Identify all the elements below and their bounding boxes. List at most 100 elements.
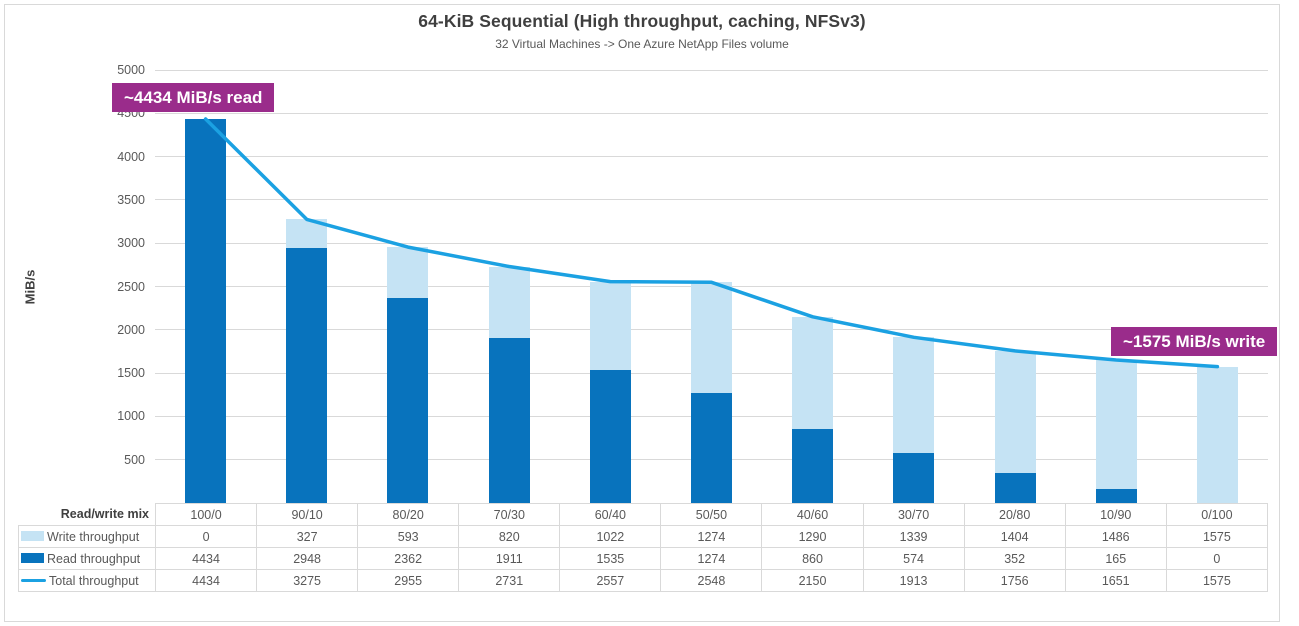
value-cell: 1404 bbox=[963, 525, 1066, 548]
value-cell: 1575 bbox=[1165, 569, 1269, 592]
gridline bbox=[155, 156, 1268, 158]
table-row-read-throughput: Read throughput 4434 2948 2362 1911 1535 1274 8… bbox=[18, 547, 1269, 570]
value-cell: 3275 bbox=[256, 569, 359, 592]
gridline bbox=[155, 112, 1268, 114]
value-cell: 1651 bbox=[1064, 569, 1167, 592]
total-throughput-line bbox=[203, 117, 1220, 369]
bar-stack-20/80 bbox=[994, 350, 1036, 503]
value-cell: 820 bbox=[458, 525, 561, 548]
write-bar-segment bbox=[1095, 360, 1137, 489]
category-cell: 90/10 bbox=[256, 503, 359, 526]
value-cell: 574 bbox=[862, 547, 965, 570]
total-line-path bbox=[203, 117, 1220, 369]
legend-cell-total-throughput: Total throughput bbox=[18, 569, 156, 592]
value-cell: 327 bbox=[256, 525, 359, 548]
read-bar-segment bbox=[387, 298, 429, 503]
category-cell: 10/90 bbox=[1064, 503, 1167, 526]
value-cell: 4434 bbox=[154, 547, 258, 570]
category-cell: 100/0 bbox=[154, 503, 258, 526]
category-cell: 0/100 bbox=[1165, 503, 1269, 526]
bar-stack-70/30 bbox=[488, 266, 530, 503]
value-cell: 165 bbox=[1064, 547, 1167, 570]
write-bar-segment bbox=[488, 266, 530, 338]
bar-stack-90/10 bbox=[286, 219, 328, 503]
value-cell: 2557 bbox=[559, 569, 662, 592]
value-cell: 2548 bbox=[660, 569, 763, 592]
value-cell: 2150 bbox=[761, 569, 864, 592]
bar-stack-30/70 bbox=[893, 337, 935, 503]
value-cell: 2731 bbox=[458, 569, 561, 592]
value-cell: 352 bbox=[963, 547, 1066, 570]
value-cell: 1274 bbox=[660, 547, 763, 570]
write-bar-segment bbox=[387, 247, 429, 299]
table-row-write-throughput: Write throughput 0 327 593 820 1022 1274 1290 13… bbox=[18, 525, 1269, 548]
read-bar-segment bbox=[691, 392, 732, 503]
y-axis-label: MiB/s bbox=[22, 269, 38, 305]
category-cell: 50/50 bbox=[660, 503, 763, 526]
value-cell: 1535 bbox=[559, 547, 662, 570]
read-bar-segment bbox=[185, 119, 227, 503]
value-cell: 2362 bbox=[357, 547, 460, 570]
category-cell: 20/80 bbox=[963, 503, 1066, 526]
read-bar-segment bbox=[1095, 488, 1137, 503]
value-cell: 2955 bbox=[357, 569, 460, 592]
bar-stack-50/50 bbox=[691, 282, 732, 503]
y-tick-label: 3000 bbox=[117, 236, 145, 251]
read-bar-segment bbox=[589, 370, 631, 503]
write-bar-segment bbox=[792, 316, 834, 429]
table-row-categories: Read/write mix 100/0 90/10 80/20 70/30 60/40 5… bbox=[18, 503, 1269, 526]
value-cell: 1756 bbox=[963, 569, 1066, 592]
read-bar-segment bbox=[286, 247, 328, 503]
gridline bbox=[155, 69, 1268, 71]
legend-label: Total throughput bbox=[49, 573, 139, 588]
value-cell: 2948 bbox=[256, 547, 359, 570]
value-cell: 860 bbox=[761, 547, 864, 570]
bar-stack-0/100 bbox=[1196, 366, 1238, 503]
value-cell: 1274 bbox=[660, 525, 763, 548]
y-tick-label: 5000 bbox=[117, 63, 145, 77]
value-cell: 1913 bbox=[862, 569, 965, 592]
bar-stack-60/40 bbox=[589, 281, 631, 503]
read-bar-segment bbox=[792, 428, 834, 503]
read-bar-segment bbox=[994, 472, 1036, 503]
value-cell: 593 bbox=[357, 525, 460, 548]
value-cell: 1022 bbox=[559, 525, 662, 548]
value-cell: 0 bbox=[154, 525, 258, 548]
write-bar-segment bbox=[1196, 366, 1238, 503]
chart-title: 64-KiB Sequential (High throughput, cach… bbox=[418, 11, 866, 31]
bar-legend-swatch bbox=[21, 553, 44, 564]
data-table: Read/write mix 100/0 90/10 80/20 70/30 60/40 5… bbox=[18, 503, 1269, 592]
y-tick-label: 1500 bbox=[117, 366, 145, 381]
gridline bbox=[155, 242, 1268, 244]
y-tick-label: 2500 bbox=[117, 279, 145, 294]
line-legend-swatch bbox=[21, 578, 46, 582]
y-tick-label: 1000 bbox=[117, 409, 145, 424]
write-peak-annotation: ~1575 MiB/s write bbox=[1111, 327, 1278, 356]
table-corner-label: Read/write mix bbox=[18, 503, 156, 526]
bar-stack-10/90 bbox=[1095, 360, 1137, 503]
category-cell: 30/70 bbox=[862, 503, 965, 526]
value-cell: 1575 bbox=[1165, 525, 1269, 548]
y-tick-label: 500 bbox=[124, 452, 145, 467]
category-cell: 70/30 bbox=[458, 503, 561, 526]
legend-cell-read-throughput: Read throughput bbox=[18, 547, 156, 570]
write-bar-segment bbox=[589, 281, 631, 371]
value-cell: 1486 bbox=[1064, 525, 1167, 548]
read-bar-segment bbox=[488, 337, 530, 503]
write-bar-segment bbox=[691, 282, 732, 393]
y-tick-label: 3500 bbox=[117, 192, 145, 207]
value-cell: 0 bbox=[1165, 547, 1269, 570]
table-row-total-throughput: Total throughput 4434 3275 2955 2731 2557 2548… bbox=[18, 569, 1269, 592]
legend-label: Read throughput bbox=[47, 551, 141, 566]
value-cell: 1339 bbox=[862, 525, 965, 548]
plot-area bbox=[155, 69, 1268, 503]
write-bar-segment bbox=[994, 350, 1036, 473]
value-cell: 1911 bbox=[458, 547, 561, 570]
category-cell: 80/20 bbox=[357, 503, 460, 526]
value-cell: 1290 bbox=[761, 525, 864, 548]
chart-subtitle: 32 Virtual Machines -> One Azure NetApp … bbox=[495, 37, 789, 51]
read-bar-segment bbox=[893, 453, 935, 503]
bar-stack-100/0 bbox=[185, 119, 227, 503]
legend-label: Write throughput bbox=[47, 529, 140, 544]
bar-stack-80/20 bbox=[387, 247, 429, 503]
